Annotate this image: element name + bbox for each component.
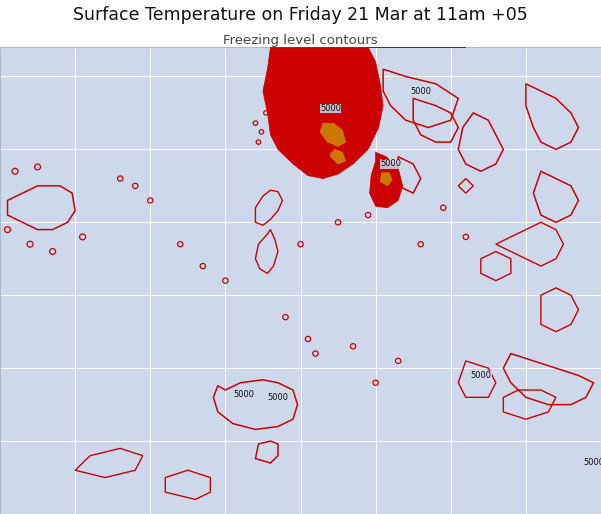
Polygon shape — [263, 47, 466, 178]
Text: 5000: 5000 — [583, 458, 601, 467]
Text: 5000: 5000 — [471, 371, 491, 380]
Text: Surface Temperature on Friday 21 Mar at 11am +05: Surface Temperature on Friday 21 Mar at … — [73, 6, 528, 24]
Text: 5000: 5000 — [267, 393, 288, 402]
Polygon shape — [380, 173, 392, 186]
Text: 5000: 5000 — [320, 104, 341, 113]
Text: Freezing level contours: Freezing level contours — [223, 33, 378, 47]
Text: 5000: 5000 — [410, 86, 431, 96]
Polygon shape — [370, 152, 403, 208]
Text: 5000: 5000 — [233, 390, 254, 399]
Text: 5000: 5000 — [380, 159, 401, 169]
Polygon shape — [320, 123, 346, 146]
Polygon shape — [331, 150, 346, 164]
